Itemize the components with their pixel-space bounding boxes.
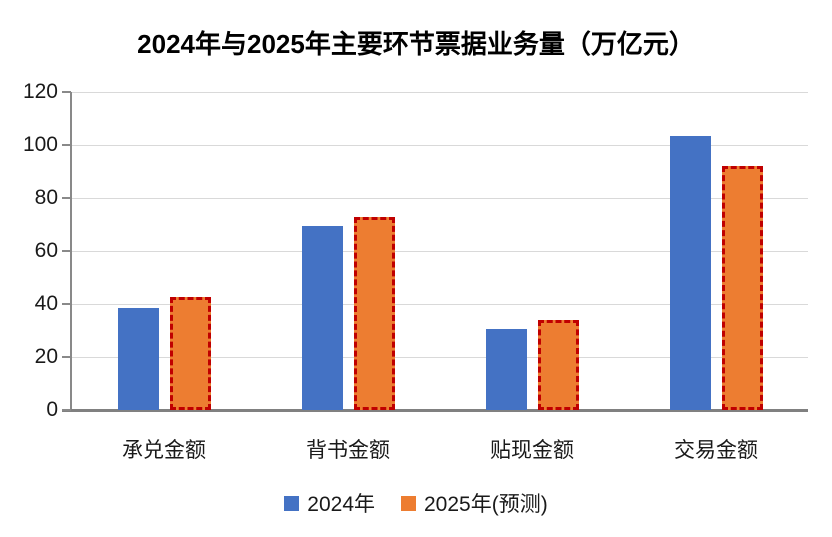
gridline: [72, 197, 808, 199]
legend-swatch-icon: [284, 495, 300, 511]
gridline: [72, 356, 808, 358]
x-axis-labels: 承兑金额 背书金额 贴现金额 交易金额: [72, 434, 808, 464]
legend-label: 2024年: [307, 493, 375, 516]
gridline: [72, 250, 808, 252]
legend-swatch-icon: [401, 495, 416, 511]
y-tick-label: 20: [34, 345, 58, 368]
bar-2024: [485, 329, 527, 410]
plot-area: [62, 91, 808, 412]
x-axis-line: [62, 409, 808, 412]
y-tick-label: 0: [46, 398, 58, 421]
y-axis-tick: [62, 91, 71, 93]
y-axis-tick: [62, 356, 71, 358]
bar-group: [256, 92, 440, 410]
legend-item: 2024年: [284, 488, 375, 518]
x-axis-label: 承兑金额: [122, 439, 206, 462]
y-axis-tick: [62, 303, 71, 305]
bar-group: [624, 92, 808, 410]
bar-2025-forecast: [537, 319, 579, 410]
bar-2025-forecast: [353, 216, 395, 410]
bar-2024: [669, 135, 711, 410]
x-axis-label: 背书金额: [306, 439, 390, 462]
y-tick-label: 120: [22, 80, 58, 103]
bar-group: [440, 92, 624, 410]
gridline: [72, 303, 808, 305]
legend-label: 2025年(预测): [424, 493, 548, 516]
gridline: [72, 144, 808, 146]
bar-2025-forecast: [169, 297, 211, 410]
y-axis-tick: [62, 250, 71, 252]
x-axis-label: 贴现金额: [490, 439, 574, 462]
bar-2024: [117, 307, 159, 410]
y-tick-label: 80: [34, 186, 58, 209]
bar-group: [72, 92, 256, 410]
gridline: [72, 91, 808, 93]
chart-title: 2024年与2025年主要环节票据业务量（万亿元）: [137, 29, 695, 59]
y-axis-tick: [62, 144, 71, 146]
y-tick-label: 60: [34, 239, 58, 262]
legend-item: 2025年(预测): [401, 488, 548, 518]
y-axis-tick: [62, 197, 71, 199]
y-tick-label: 40: [34, 292, 58, 315]
x-axis-label: 交易金额: [674, 439, 758, 462]
y-tick-label: 100: [22, 133, 58, 156]
bar-2025-forecast: [721, 166, 763, 410]
bar-2024: [301, 225, 343, 410]
legend: 2024年 2025年(预测): [0, 488, 832, 518]
y-axis-tick: [62, 409, 71, 411]
y-axis-line: [70, 92, 72, 410]
